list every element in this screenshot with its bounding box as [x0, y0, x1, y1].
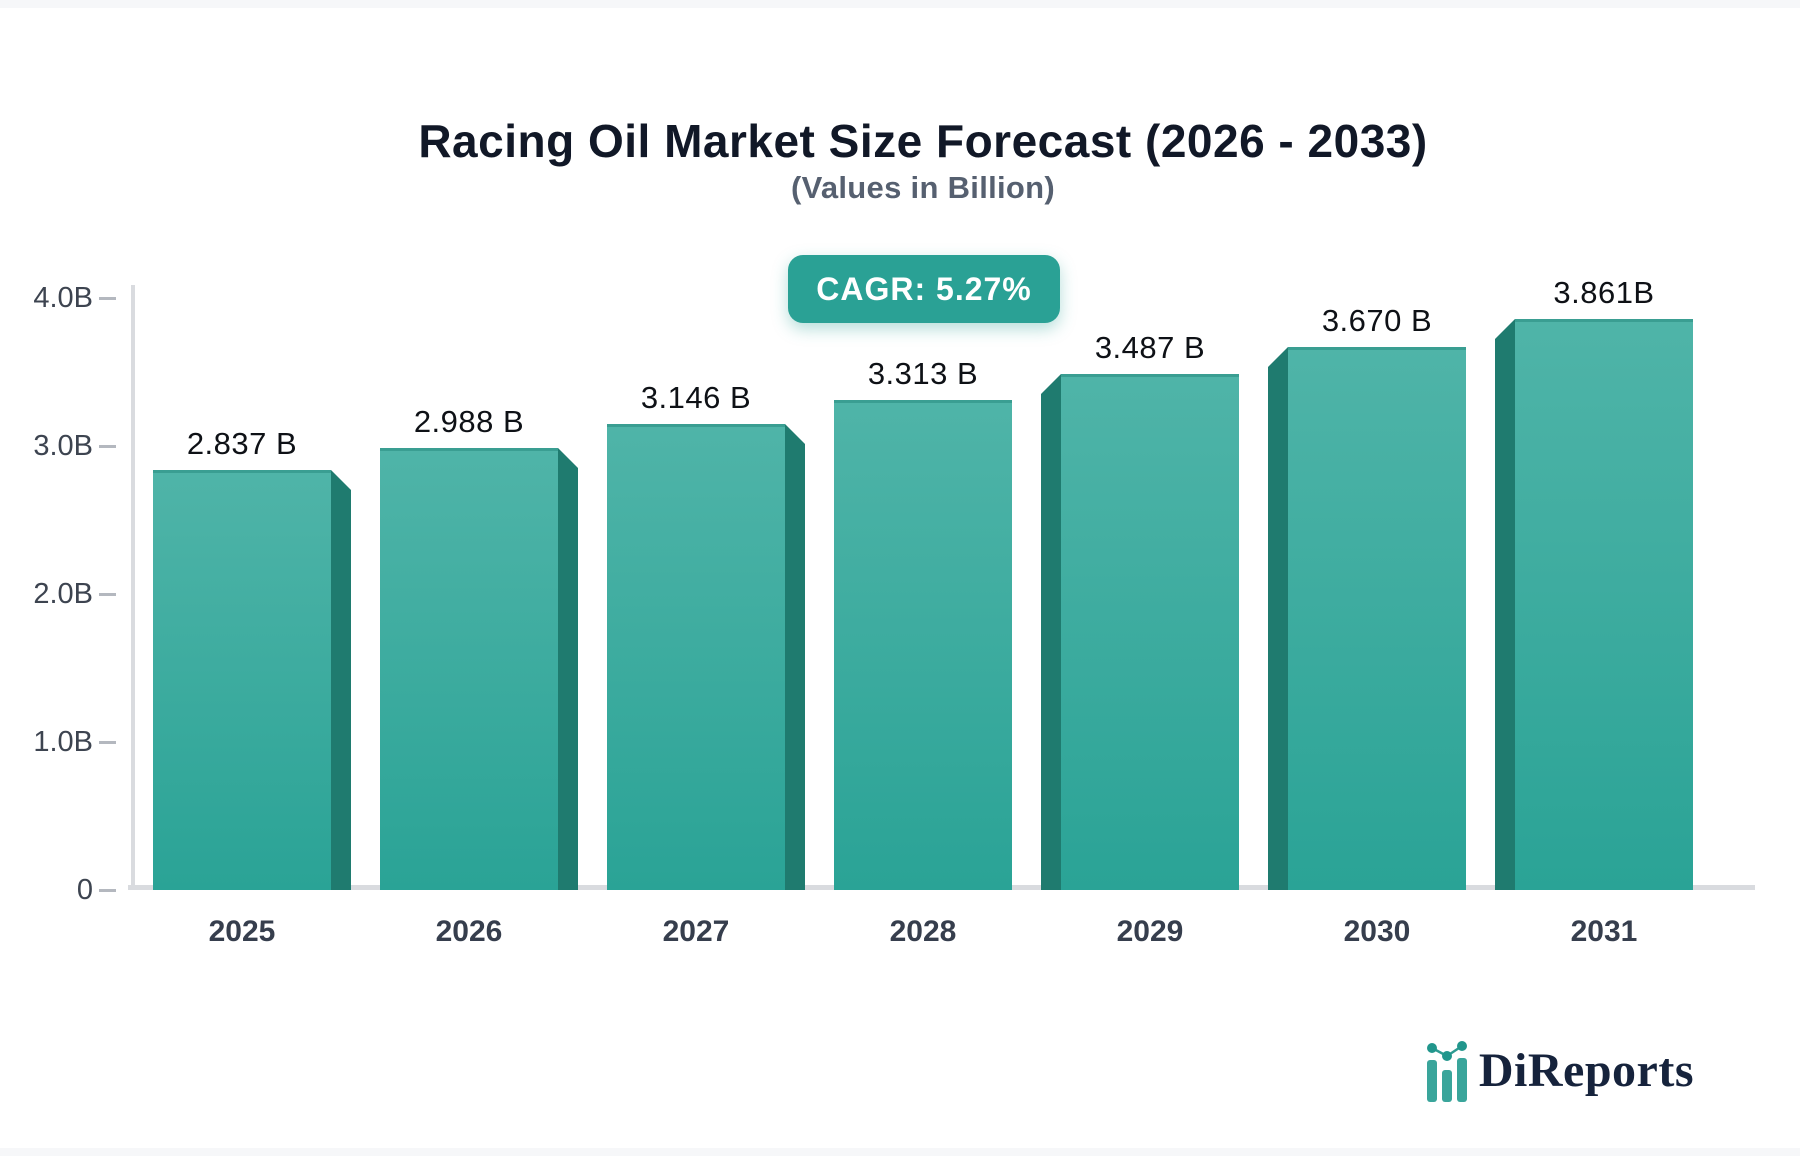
bar-value-label: 3.861B	[1553, 275, 1655, 310]
bar-side-face	[785, 444, 805, 890]
y-axis-tick	[99, 297, 116, 300]
chart-card: Racing Oil Market Size Forecast (2026 - …	[0, 8, 1800, 1148]
y-axis-label: 1.0B	[33, 726, 93, 758]
bar-bevel	[331, 470, 351, 490]
bar-2025	[153, 470, 331, 890]
bar-value-label: 3.487 B	[1094, 330, 1206, 365]
direports-logo-text: DiReports	[1478, 1044, 1694, 1097]
x-axis-label: 2025	[208, 915, 276, 948]
bar-2030	[1288, 347, 1466, 890]
chart-subtitle: (Values in Billion)	[790, 170, 1056, 205]
cagr-badge: CAGR: 5.27%	[788, 255, 1060, 323]
bar-value-label: 3.146 B	[640, 380, 752, 415]
bar-2027	[607, 424, 785, 890]
x-axis-label: 2028	[889, 915, 957, 948]
bar-2029	[1061, 374, 1239, 890]
y-axis-line	[131, 285, 135, 890]
y-axis-tick	[99, 445, 116, 448]
bar-value-label: 2.988 B	[413, 404, 525, 439]
bar-bevel	[1268, 347, 1288, 367]
y-axis-label: 0	[76, 874, 93, 906]
x-axis-label: 2027	[662, 915, 730, 948]
bar-side-face	[558, 468, 578, 890]
bar-bevel	[785, 424, 805, 444]
bar-2026	[380, 448, 558, 890]
x-axis-label: 2029	[1116, 915, 1184, 948]
bar-side-face	[1268, 367, 1288, 890]
bar-2031	[1515, 319, 1693, 890]
direports-logo-icon	[1426, 1041, 1467, 1102]
cagr-badge-label: CAGR: 5.27%	[816, 270, 1032, 307]
y-axis-label: 3.0B	[33, 430, 93, 462]
bar-bevel	[1041, 374, 1061, 394]
y-axis-label: 4.0B	[33, 282, 93, 314]
y-axis-tick	[99, 593, 116, 596]
bar-value-label: 3.313 B	[867, 356, 979, 391]
chart-title: Racing Oil Market Size Forecast (2026 - …	[418, 115, 1428, 167]
x-axis-label: 2030	[1343, 915, 1411, 948]
bar-side-face	[331, 490, 351, 890]
x-axis-label: 2031	[1570, 915, 1638, 948]
direports-logo: DiReports	[1425, 1040, 1694, 1102]
x-axis-label: 2026	[435, 915, 503, 948]
bar-bevel	[1495, 319, 1515, 339]
bar-2028	[834, 400, 1012, 890]
y-axis-tick	[99, 741, 116, 744]
bar-side-face	[1495, 339, 1515, 890]
bar-side-face	[1041, 394, 1061, 890]
y-axis-tick	[99, 889, 116, 892]
bar-value-label: 2.837 B	[186, 426, 298, 461]
bar-value-label: 3.670 B	[1321, 303, 1433, 338]
y-axis-label: 2.0B	[33, 578, 93, 610]
bar-bevel	[558, 448, 578, 468]
